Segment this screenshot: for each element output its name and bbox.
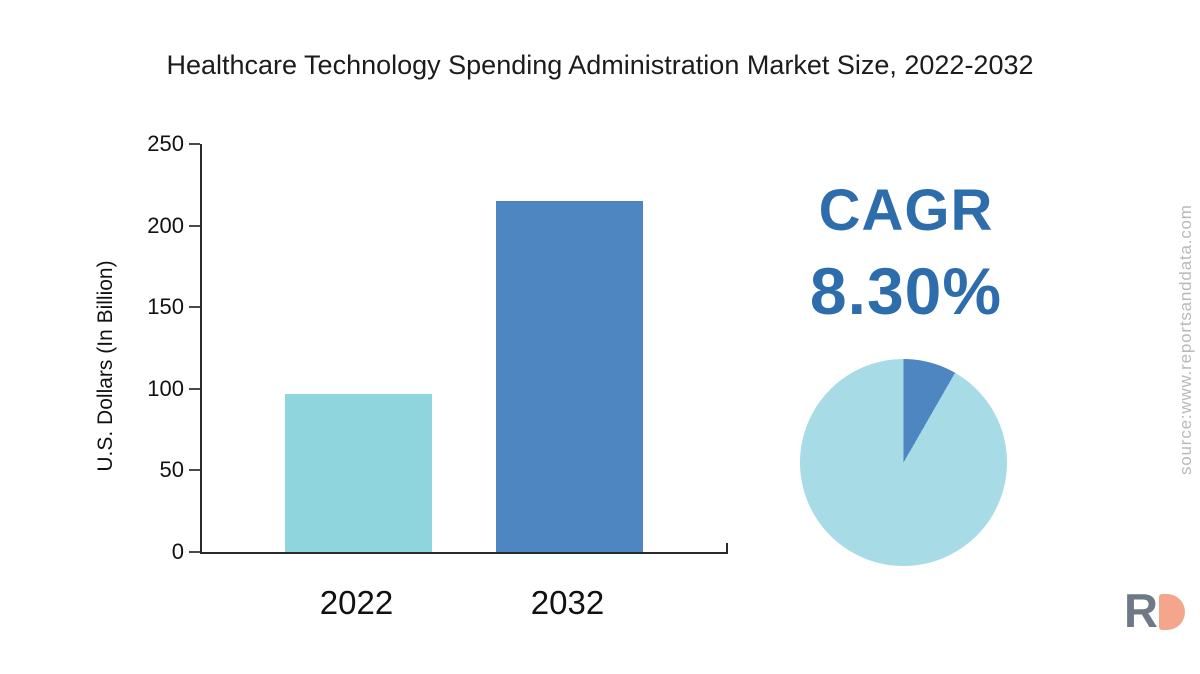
y-tick-0: 0 <box>142 539 200 565</box>
chart-title: Healthcare Technology Spending Administr… <box>166 50 1034 80</box>
y-axis-label: U.S. Dollars (In Billion) <box>94 260 117 472</box>
x-axis-end-tick <box>726 543 728 552</box>
cagr-callout: CAGR 8.30% <box>746 178 1066 328</box>
y-tick-200: 200 <box>142 213 200 239</box>
x-tick-label-2032: 2032 <box>530 584 605 621</box>
y-tick-100: 100 <box>142 376 200 402</box>
y-tick-mark <box>189 306 200 309</box>
y-tick-label: 250 <box>147 131 184 156</box>
reportsanddata-logo: R <box>1124 584 1185 637</box>
y-tick-50: 50 <box>142 457 200 483</box>
logo-letter-r: R <box>1124 584 1158 637</box>
y-tick-label: 150 <box>147 294 184 320</box>
logo-d-shape <box>1158 594 1185 630</box>
y-tick-mark <box>189 469 200 472</box>
y-tick-mark <box>189 143 200 145</box>
source-watermark: source:www.reportsanddata.com <box>1176 204 1195 476</box>
x-tick-label-2022: 2022 <box>319 584 394 621</box>
y-tick-label: 0 <box>171 539 184 564</box>
y-tick-250: 250 <box>142 131 200 157</box>
y-tick-mark <box>189 224 200 227</box>
bar-2022 <box>285 393 432 552</box>
y-tick-label: 100 <box>147 375 184 401</box>
cagr-pie-chart <box>800 359 1007 566</box>
y-tick-mark <box>189 387 200 390</box>
bar-2032 <box>496 201 643 552</box>
y-tick-label: 200 <box>147 212 184 238</box>
y-tick-label: 50 <box>159 457 184 483</box>
bar-chart-plot: 0 50 100 150 200 250 <box>147 131 728 564</box>
y-tick-150: 150 <box>142 294 200 320</box>
cagr-value: 8.30% <box>809 254 1003 328</box>
y-tick-mark <box>189 551 200 553</box>
cagr-label: CAGR <box>818 178 994 243</box>
